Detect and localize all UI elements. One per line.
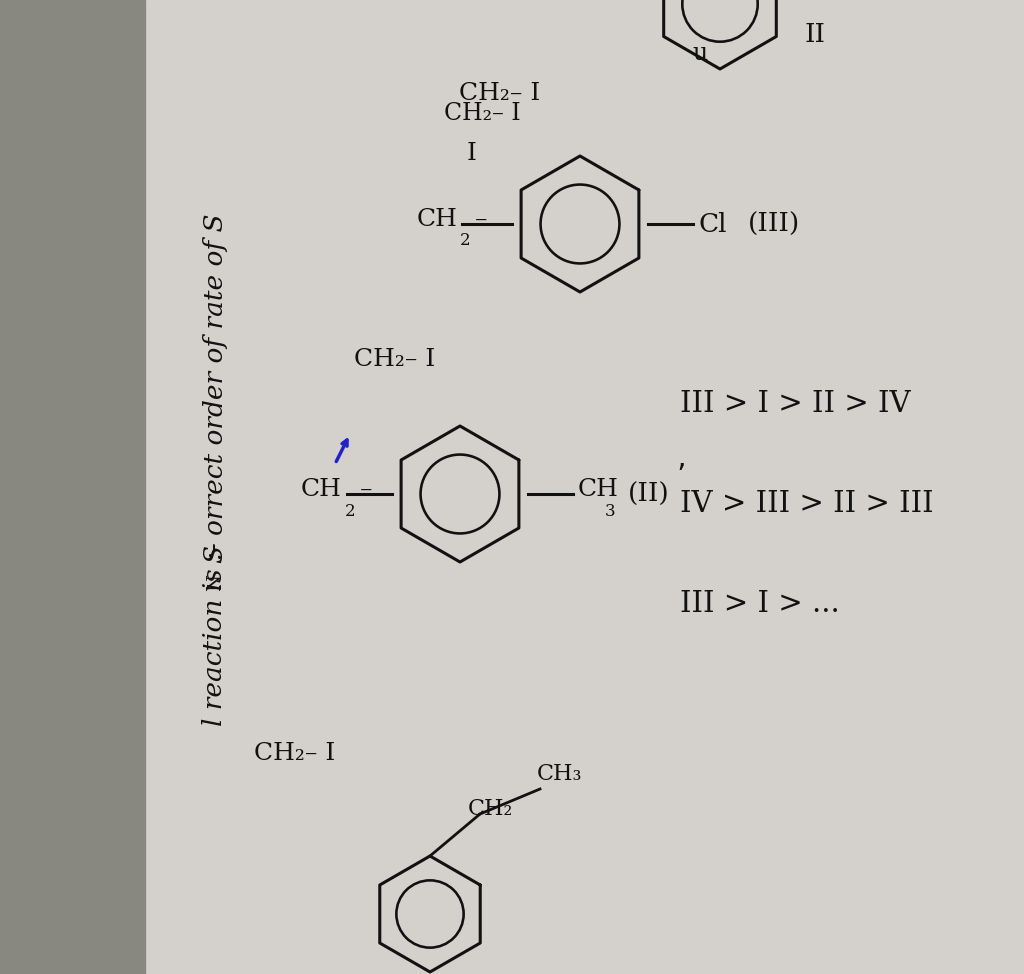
Text: –: –	[475, 207, 487, 231]
Text: CH₂: CH₂	[467, 798, 513, 820]
Text: CH: CH	[416, 207, 457, 231]
Text: (III): (III)	[748, 211, 800, 237]
Text: 2: 2	[460, 232, 471, 249]
Bar	[0, 0, 145, 974]
Text: ’: ’	[676, 462, 685, 490]
Text: II: II	[805, 21, 826, 47]
Text: S: S	[203, 544, 227, 563]
Text: I: I	[467, 142, 477, 166]
Text: u: u	[692, 43, 708, 65]
Text: 2: 2	[345, 503, 355, 520]
Text: CH₂– I: CH₂– I	[254, 742, 336, 766]
Text: –: –	[360, 477, 373, 501]
Text: Cl: Cl	[698, 211, 726, 237]
Text: (II): (II)	[628, 481, 670, 506]
Text: 3: 3	[605, 503, 615, 520]
Text: CH: CH	[301, 477, 342, 501]
Text: III > I > ...: III > I > ...	[680, 590, 840, 618]
Text: III > I > II > IV: III > I > II > IV	[680, 390, 910, 418]
Text: CH₂– I: CH₂– I	[460, 83, 541, 105]
Text: CH₃: CH₃	[538, 763, 583, 785]
Text: IV > III > II > III: IV > III > II > III	[680, 490, 934, 518]
Text: N: N	[206, 574, 224, 591]
Text: CH: CH	[578, 477, 618, 501]
Text: l reaction is :-: l reaction is :-	[203, 543, 227, 726]
Text: CH₂– I: CH₂– I	[354, 348, 435, 370]
Text: orrect order of rate of S: orrect order of rate of S	[203, 213, 227, 535]
Text: CH₂– I: CH₂– I	[443, 102, 520, 126]
